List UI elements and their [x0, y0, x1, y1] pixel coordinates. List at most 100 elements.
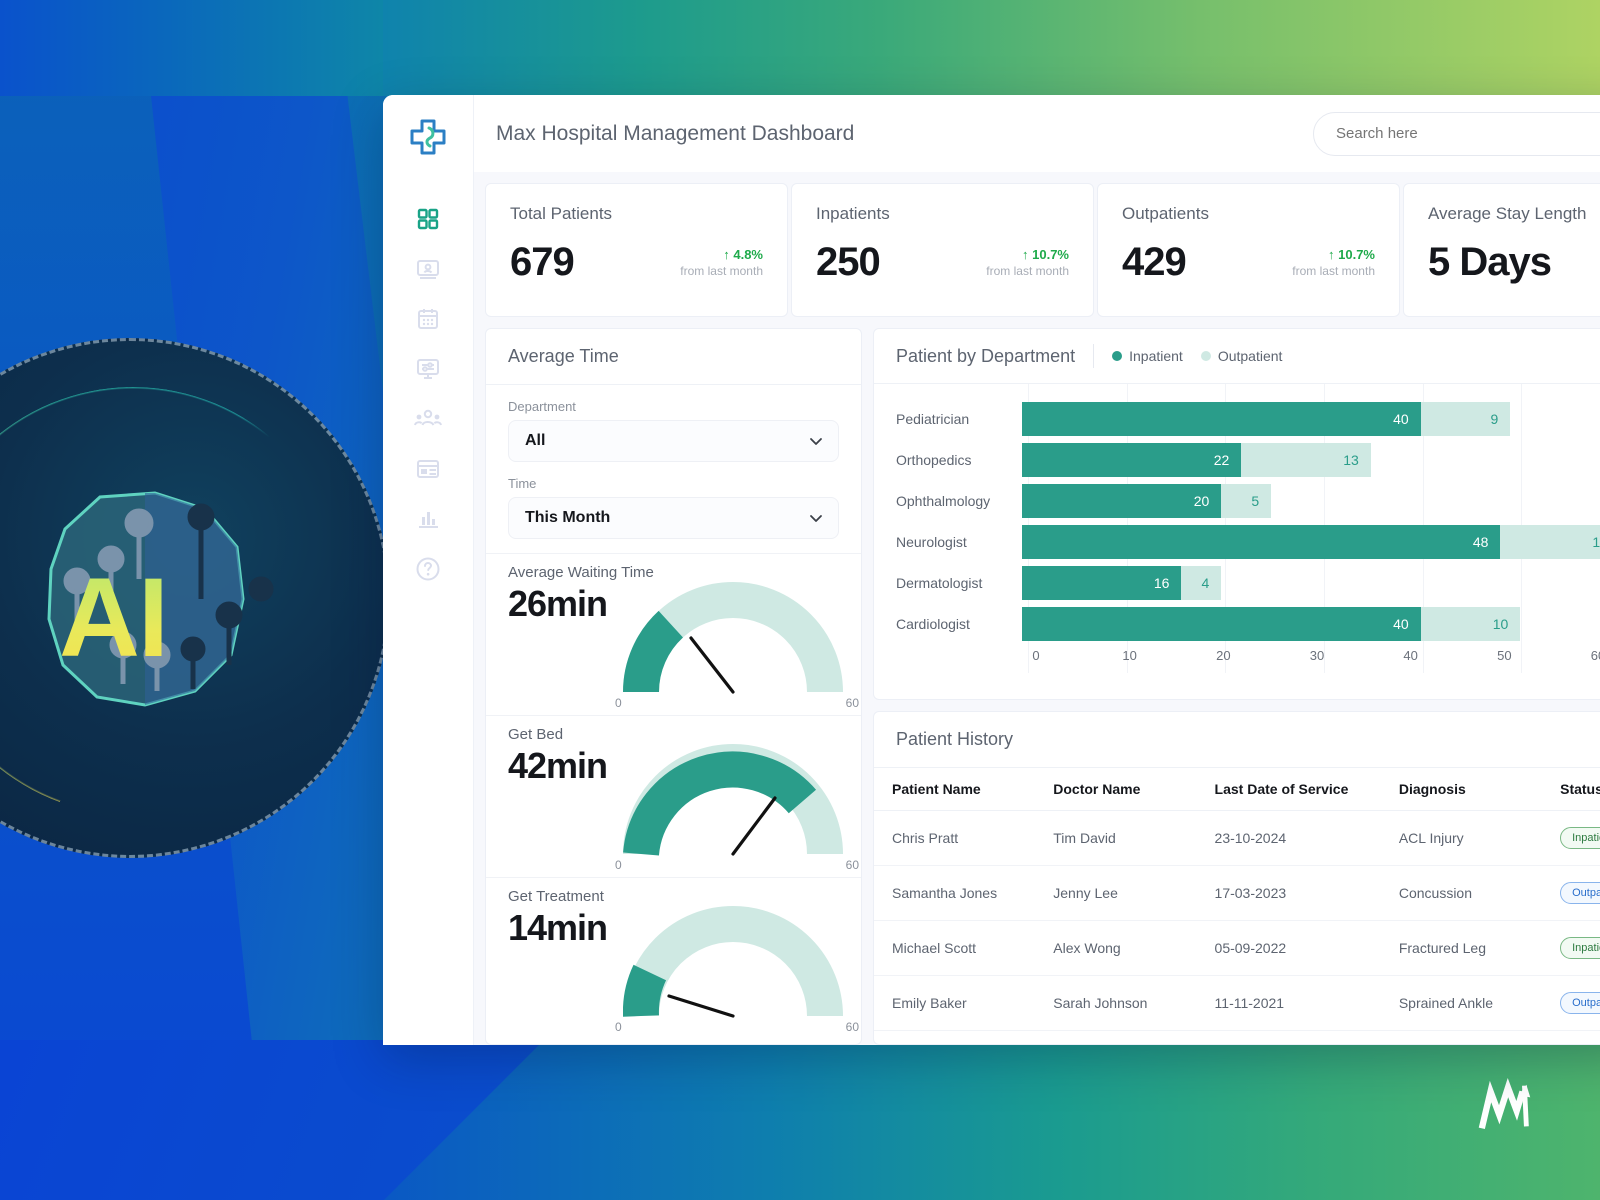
gauge-max: 60 [845, 696, 859, 710]
gauge-dial: 0 60 [615, 742, 859, 872]
gauge-label: Get Treatment [508, 888, 604, 905]
sidebar-item-help[interactable] [405, 546, 451, 592]
legend-item-inpatient[interactable]: Inpatient [1112, 348, 1183, 364]
kpi-card-outpatients: Outpatients 429 ↑ 10.7% from last month [1097, 183, 1400, 317]
main-area: Max Hospital Management Dashboard Total … [474, 95, 1600, 1045]
bar-segment-inpatient[interactable]: 22 [1022, 442, 1242, 477]
table-header-row: Patient Name Doctor Name Last Date of Serv… [874, 767, 1600, 811]
kpi-delta-value: 4.8% [733, 247, 763, 262]
kpi-delta: ↑ 10.7% from last month [986, 247, 1069, 282]
search-input[interactable] [1313, 111, 1600, 156]
kpi-value: 429 [1122, 240, 1187, 284]
bar-segment-inpatient[interactable]: 40 [1022, 606, 1421, 641]
patient-history-title: Patient History [896, 729, 1014, 749]
bar-segment-inpatient[interactable]: 16 [1022, 565, 1182, 600]
table-column-header: Last Date of Service [1196, 767, 1381, 811]
bar-track: 40 9 [1022, 401, 1600, 436]
kpi-row: Total Patients 679 ↑ 4.8% from last mont… [485, 183, 1600, 317]
average-time-filters: Department All Time This Month [486, 385, 861, 553]
kpi-value: 679 [510, 240, 575, 284]
sidebar-item-dashboard[interactable] [405, 196, 451, 242]
legend-dot-inpatient [1112, 351, 1123, 361]
right-column: Patient by Department Inpatient Outpatie… [873, 328, 1600, 1045]
bar-segment-outpatient[interactable]: 9 [1420, 401, 1511, 436]
gauge-min: 0 [615, 1020, 622, 1034]
cell-last-date-of-service: 11-11-2021 [1196, 975, 1381, 1031]
bar-track: 4812 [1022, 524, 1600, 559]
bar-segment-outpatient[interactable]: 4 [1181, 565, 1222, 600]
sidebar-item-reports[interactable] [405, 496, 451, 542]
table-row[interactable]: Chris Pratt Tim David 23-10-2024 ACL Injury… [874, 810, 1600, 866]
patient-card-icon [417, 260, 439, 279]
kpi-delta-sub: from last month [986, 264, 1069, 278]
sidebar-item-staff[interactable] [405, 396, 451, 442]
bar-segment-inpatient[interactable]: 40 [1022, 401, 1421, 436]
gauge-value: 42min [508, 745, 608, 786]
cell-patient-name: Samantha Jones [874, 865, 1036, 921]
cell-doctor-name: Alex Wong [1035, 920, 1197, 976]
mid-row: Average Time Department All Time This Mo… [485, 328, 1600, 1045]
time-select-value: This Month [525, 509, 611, 526]
cell-last-date-of-service: 05-09-2022 [1196, 920, 1381, 976]
average-time-title: Average Time [486, 329, 861, 385]
table-row[interactable]: Emily Baker Sarah Johnson 11-11-2021 Sprain… [874, 975, 1600, 1031]
gauge-label: Average Waiting Time [508, 564, 654, 581]
gauge-get-treatment: Get Treatment 14min 0 60 [486, 877, 861, 1039]
bar-row: Neurologist 4812 [882, 521, 1600, 562]
legend-dot-outpatient [1200, 351, 1211, 361]
cell-patient-name: Michael Scott [874, 920, 1036, 976]
status-badge: Outpatient [1560, 882, 1600, 904]
legend-label: Outpatient [1217, 348, 1283, 364]
kpi-label: Total Patients [510, 204, 613, 223]
cell-status: Inpatient [1542, 810, 1600, 866]
gauge-average-waiting-time: Average Waiting Time 26min 0 60 [486, 553, 861, 715]
cell-doctor-name: Sarah Johnson [1035, 975, 1197, 1031]
gauge-max: 60 [845, 1020, 859, 1034]
gauge-min: 0 [615, 858, 622, 872]
medical-cross-logo[interactable] [408, 117, 448, 162]
bar-segment-outpatient[interactable]: 13 [1241, 442, 1371, 477]
table-row[interactable]: Samantha Jones Jenny Lee 17-03-2023 Concuss… [874, 865, 1600, 921]
table-column-header: Status [1542, 767, 1600, 811]
bar-segment-outpatient[interactable]: 5 [1221, 483, 1272, 518]
x-axis-tick: 60 [1590, 648, 1600, 663]
kpi-delta-pct: ↑ 10.7% [1328, 247, 1375, 262]
x-axis-tick: 40 [1403, 648, 1418, 663]
bar-segment-outpatient[interactable]: 12 [1500, 524, 1600, 559]
bar-category-label: Pediatrician [896, 410, 970, 427]
legend-item-outpatient[interactable]: Outpatient [1200, 348, 1283, 364]
sidebar-item-appointments[interactable] [405, 296, 451, 342]
patient-history-table: Patient Name Doctor Name Last Date of Serv… [874, 767, 1600, 1044]
cell-last-date-of-service: 23-10-2024 [1196, 810, 1381, 866]
kpi-card-total-patients: Total Patients 679 ↑ 4.8% from last mont… [485, 183, 788, 317]
sidebar-item-billing[interactable] [405, 446, 451, 492]
table-row[interactable]: Michael Scott Alex Wong 05-09-2022 Fracture… [874, 920, 1600, 976]
patient-by-department-card: Patient by Department Inpatient Outpatie… [873, 328, 1600, 700]
department-select[interactable]: All [508, 420, 839, 462]
cell-doctor-name: Tim David [1035, 810, 1197, 866]
kpi-value: 5 Days [1428, 240, 1552, 284]
x-axis-tick: 0 [1032, 648, 1040, 663]
kpi-delta-sub: from last month [1292, 264, 1375, 278]
kpi-label: Outpatients [1122, 204, 1209, 223]
table-row[interactable]: David LeeLuis Rodriguez29-06-2020Shoulde… [874, 1030, 1600, 1044]
bar-segment-outpatient[interactable]: 10 [1420, 606, 1521, 641]
status-badge: Inpatient [1560, 827, 1600, 849]
sidebar-item-monitoring[interactable] [405, 346, 451, 392]
gauge-value: 14min [508, 907, 608, 948]
time-select[interactable]: This Month [508, 497, 839, 539]
chevron-down-icon [810, 515, 822, 522]
patient-by-department-header: Patient by Department Inpatient Outpatie… [874, 329, 1600, 384]
page-title: Max Hospital Management Dashboard [496, 121, 855, 145]
bar-category-label: Orthopedics [896, 451, 972, 468]
m-arrow-logo [1478, 1078, 1531, 1130]
bar-segment-inpatient[interactable]: 48 [1022, 524, 1501, 559]
gauge-label: Get Bed [508, 726, 564, 743]
gauge-value: 26min [508, 583, 608, 624]
kpi-delta-value: 10.7% [1032, 247, 1069, 262]
legend-divider [1093, 344, 1095, 368]
bar-segment-inpatient[interactable]: 20 [1022, 483, 1222, 518]
department-label: Department [508, 399, 576, 414]
patient-by-department-title: Patient by Department [896, 345, 1076, 366]
sidebar-item-patients[interactable] [405, 246, 451, 292]
